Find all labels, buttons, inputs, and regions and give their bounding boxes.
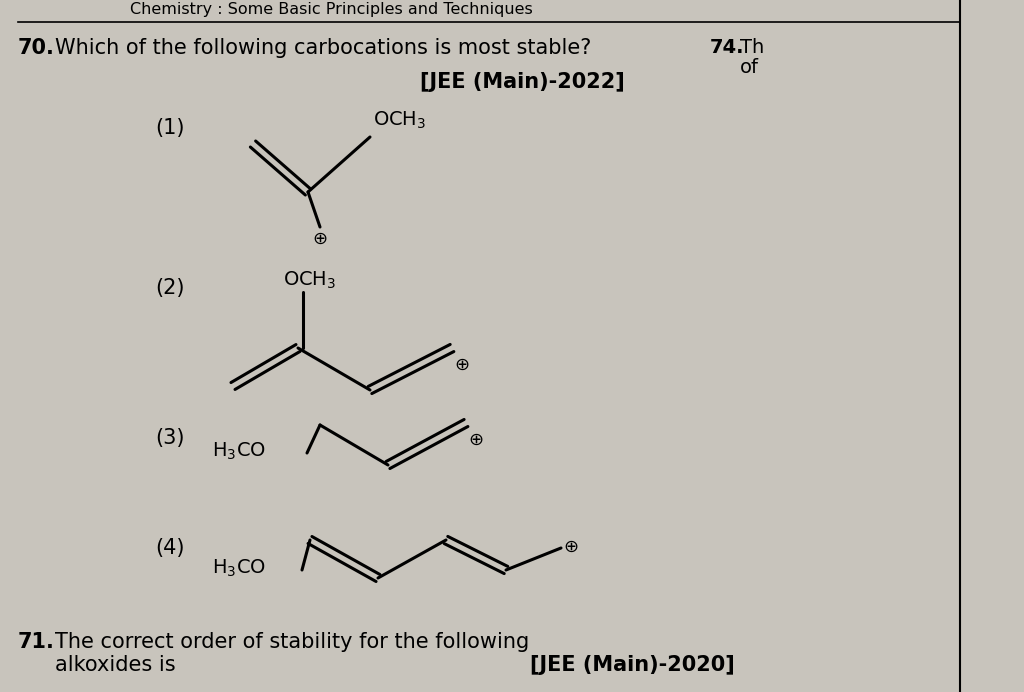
Text: Th: Th (740, 38, 764, 57)
Text: Which of the following carbocations is most stable?: Which of the following carbocations is m… (55, 38, 592, 58)
Text: (4): (4) (155, 538, 184, 558)
Text: (2): (2) (155, 278, 184, 298)
Text: [JEE (Main)-2020]: [JEE (Main)-2020] (530, 655, 735, 675)
Text: $\oplus$: $\oplus$ (468, 431, 483, 449)
Text: $\oplus$: $\oplus$ (312, 230, 328, 248)
Text: of: of (740, 58, 759, 77)
Text: 71.: 71. (18, 632, 55, 652)
Text: OCH$_3$: OCH$_3$ (283, 270, 336, 291)
Text: 74.: 74. (710, 38, 744, 57)
Text: $\oplus$: $\oplus$ (454, 356, 469, 374)
Text: [JEE (Main)-2022]: [JEE (Main)-2022] (420, 72, 625, 92)
Text: (1): (1) (155, 118, 184, 138)
Text: alkoxides is: alkoxides is (55, 655, 176, 675)
Text: $\oplus$: $\oplus$ (563, 538, 579, 556)
Text: (3): (3) (155, 428, 184, 448)
Text: H$_3$CO: H$_3$CO (212, 558, 266, 579)
Text: The correct order of stability for the following: The correct order of stability for the f… (55, 632, 529, 652)
Text: 70.: 70. (18, 38, 55, 58)
Text: Chemistry : Some Basic Principles and Techniques: Chemistry : Some Basic Principles and Te… (130, 2, 532, 17)
Text: H$_3$CO: H$_3$CO (212, 441, 266, 462)
Text: OCH$_3$: OCH$_3$ (373, 110, 426, 131)
